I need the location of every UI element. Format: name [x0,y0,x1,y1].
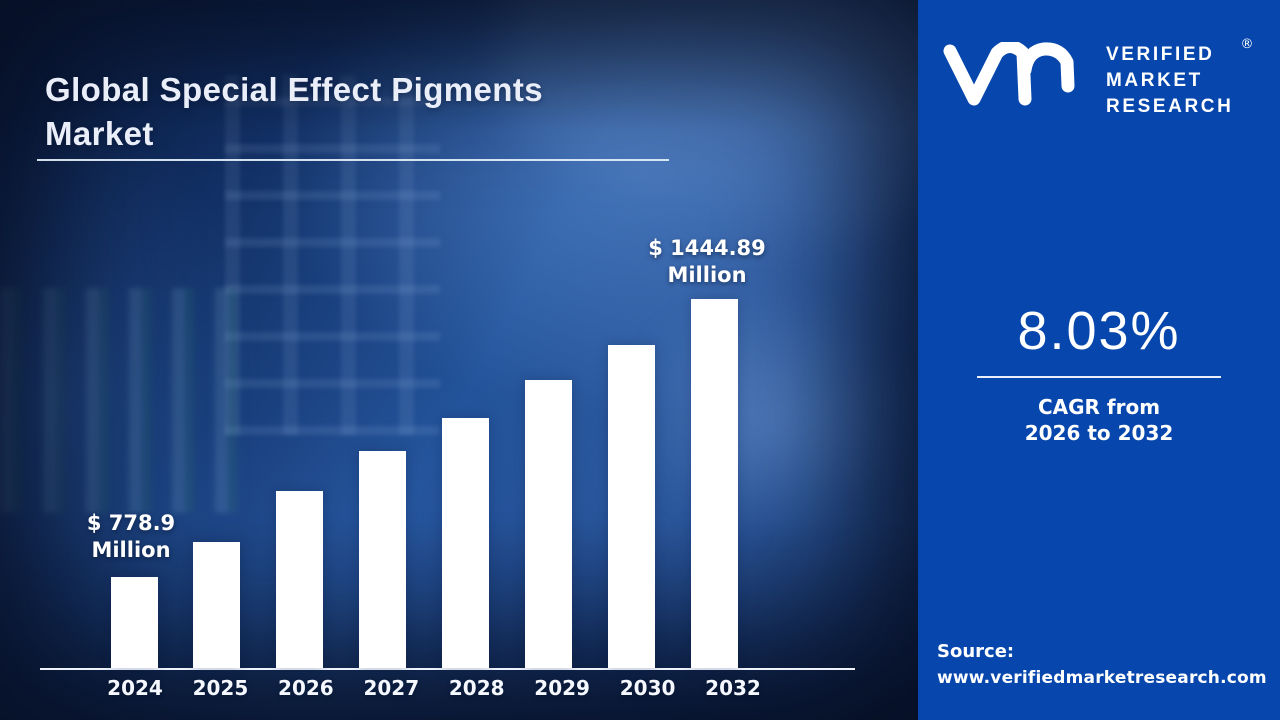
bar-2024 [110,576,158,668]
brand-wordmark-line1: VERIFIED [1106,44,1215,65]
bar-2029 [525,379,573,668]
brand-wordmark-line2: MARKET [1106,70,1203,91]
bar-label-first-unit: Million [91,538,171,562]
title-underline [37,159,669,161]
source-label: Source: [937,641,1015,662]
cagr-block: 8.03% CAGR from 2026 to 2032 [918,300,1280,446]
x-axis-line [40,667,855,670]
source-url: www.verifiedmarketresearch.com [937,668,1267,688]
cagr-value: 8.03% [1017,301,1181,361]
bar-2028 [442,417,490,668]
x-axis-label-2032: 2032 [705,676,761,700]
bar-label-first: $ 778.9 Million [87,510,175,564]
brand-wordmark-line3: RESEARCH [1106,96,1234,117]
x-axis-label-2028: 2028 [448,676,505,700]
source-block: Source: www.verifiedmarketresearch.com [937,638,1267,692]
brand-logo: VERIFIED MARKET RESEARCH ® [942,37,1254,120]
cagr-caption-line1: CAGR from [1037,395,1161,419]
chart-panel: Global Special Effect Pigments Market $ … [0,0,918,720]
x-axis-label-2030: 2030 [619,676,676,700]
bar-label-last-value: $ 1444.89 [648,236,766,260]
bar-2026 [276,490,324,668]
registered-trademark-icon: ® [1240,37,1254,52]
x-axis-label-2024: 2024 [107,676,163,700]
x-axis-label-2025: 2025 [192,676,249,700]
bar-chart: $ 778.9 Million $ 1444.89 Million 2024 20… [40,236,855,700]
bar-label-last-unit: Million [667,263,747,287]
bar-2030 [608,344,656,668]
cagr-divider [977,376,1221,378]
vmr-monogram-icon [943,42,1075,106]
bar-2032 [691,298,738,668]
x-axis-label-2027: 2027 [363,676,420,700]
bar-2025 [193,541,241,668]
x-axis-label-2026: 2026 [278,676,334,700]
x-axis-label-2029: 2029 [534,676,590,700]
bar-label-last: $ 1444.89 Million [648,235,766,289]
cagr-caption-line2: 2026 to 2032 [1024,421,1174,445]
info-panel: VERIFIED MARKET RESEARCH ® 8.03% CAGR fr… [918,0,1280,720]
bar-label-first-value: $ 778.9 [86,511,176,535]
brand-wordmark: VERIFIED MARKET RESEARCH [1106,42,1233,120]
bar-2027 [359,450,407,668]
page-title: Global Special Effect Pigments Market [45,71,543,152]
